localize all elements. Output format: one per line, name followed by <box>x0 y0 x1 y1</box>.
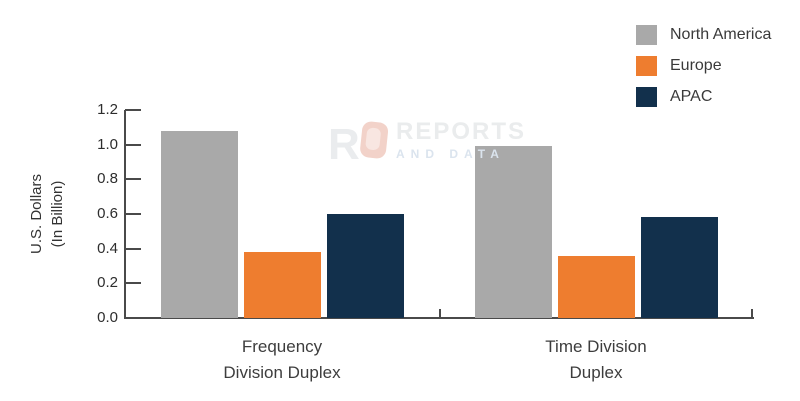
x-tick-mark <box>751 309 753 318</box>
bar-north-america <box>160 130 238 318</box>
watermark: R REPORTS AND DATA <box>328 119 526 167</box>
legend-swatch <box>636 25 657 45</box>
bar-apac <box>640 217 718 318</box>
legend-item-apac: APAC <box>636 87 771 107</box>
legend-label: Europe <box>670 57 722 74</box>
watermark-line1: REPORTS <box>396 118 527 145</box>
legend: North America Europe APAC <box>636 25 771 118</box>
y-tick-label: 1.0 <box>97 135 118 153</box>
legend-item-europe: Europe <box>636 56 771 76</box>
bar-north-america <box>474 146 552 318</box>
y-tick-mark <box>125 143 141 146</box>
y-tick-label: 0.4 <box>97 239 118 257</box>
x-tick-mark <box>439 309 441 318</box>
legend-label: APAC <box>670 88 713 105</box>
watermark-text: REPORTS AND DATA <box>396 119 526 162</box>
y-tick-label: 1.2 <box>97 101 118 118</box>
legend-label: North America <box>670 26 772 43</box>
y-tick-mark <box>125 213 141 215</box>
y-tick-mark <box>125 247 141 250</box>
bar-apac <box>326 214 404 318</box>
x-axis-line <box>124 317 754 319</box>
y-tick-label: 0.8 <box>97 170 118 188</box>
watermark-line2: AND DATA <box>396 147 505 161</box>
reports-and-data-logo: R <box>328 120 389 166</box>
bar-europe <box>557 255 635 318</box>
y-tick-label: 0.2 <box>97 274 118 292</box>
y-tick-mark <box>125 317 141 319</box>
x-category-label: Frequency Division Duplex <box>223 337 341 382</box>
y-tick-mark <box>125 282 141 285</box>
y-tick-mark <box>125 109 141 111</box>
legend-item-north-america: North America <box>636 25 771 45</box>
x-category-label: Time Division Duplex <box>545 337 647 382</box>
legend-swatch <box>636 56 657 76</box>
y-tick-mark <box>125 178 141 181</box>
y-tick-label: 0.6 <box>97 205 118 222</box>
y-tick-label: 0.0 <box>97 309 118 326</box>
bar-europe <box>243 252 321 318</box>
svg-text:R: R <box>328 120 360 166</box>
y-axis-title: U.S. Dollars (In Billion) <box>28 173 66 255</box>
legend-swatch <box>636 87 657 107</box>
